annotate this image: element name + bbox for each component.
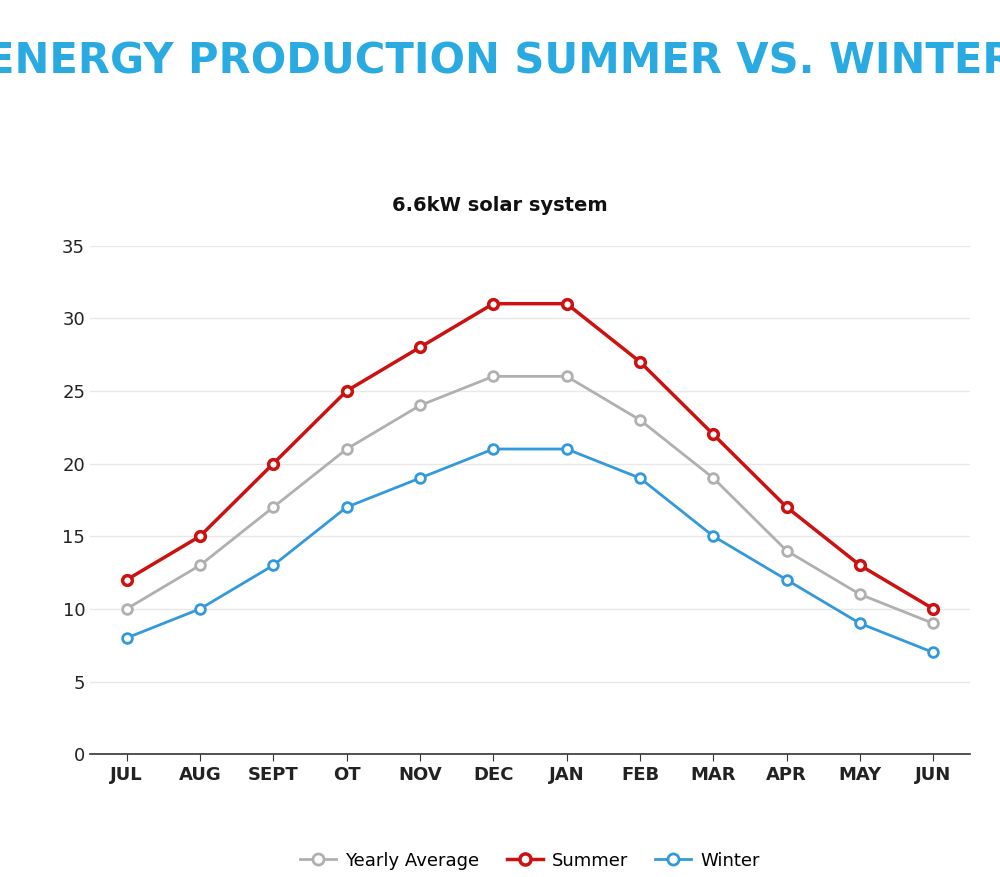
- Summer: [561, 298, 573, 309]
- Summer: [194, 531, 206, 541]
- Line: Yearly Average: Yearly Average: [122, 372, 938, 628]
- Yearly Average: [781, 545, 793, 556]
- Winter: [487, 444, 499, 454]
- Summer: [341, 386, 353, 396]
- Yearly Average: [927, 618, 939, 629]
- Text: 6.6kW solar system: 6.6kW solar system: [392, 196, 608, 215]
- Yearly Average: [267, 502, 279, 512]
- Summer: [634, 357, 646, 367]
- Yearly Average: [707, 473, 719, 483]
- Yearly Average: [341, 444, 353, 454]
- Line: Summer: Summer: [122, 299, 938, 614]
- Yearly Average: [487, 371, 499, 381]
- Summer: [121, 574, 133, 585]
- Winter: [121, 632, 133, 643]
- Winter: [341, 502, 353, 512]
- Winter: [561, 444, 573, 454]
- Summer: [267, 459, 279, 469]
- Line: Winter: Winter: [122, 444, 938, 658]
- Yearly Average: [414, 400, 426, 410]
- Legend: Yearly Average, Summer, Winter: Yearly Average, Summer, Winter: [293, 845, 767, 877]
- Yearly Average: [634, 415, 646, 425]
- Winter: [634, 473, 646, 483]
- Winter: [194, 603, 206, 614]
- Summer: [414, 342, 426, 353]
- Text: ENERGY PRODUCTION SUMMER VS. WINTER: ENERGY PRODUCTION SUMMER VS. WINTER: [0, 40, 1000, 82]
- Winter: [414, 473, 426, 483]
- Winter: [854, 618, 866, 629]
- Winter: [267, 560, 279, 571]
- Yearly Average: [121, 603, 133, 614]
- Summer: [927, 603, 939, 614]
- Winter: [781, 574, 793, 585]
- Summer: [781, 502, 793, 512]
- Yearly Average: [194, 560, 206, 571]
- Summer: [854, 560, 866, 571]
- Yearly Average: [854, 589, 866, 600]
- Winter: [927, 647, 939, 658]
- Summer: [487, 298, 499, 309]
- Summer: [707, 429, 719, 439]
- Yearly Average: [561, 371, 573, 381]
- Winter: [707, 531, 719, 541]
